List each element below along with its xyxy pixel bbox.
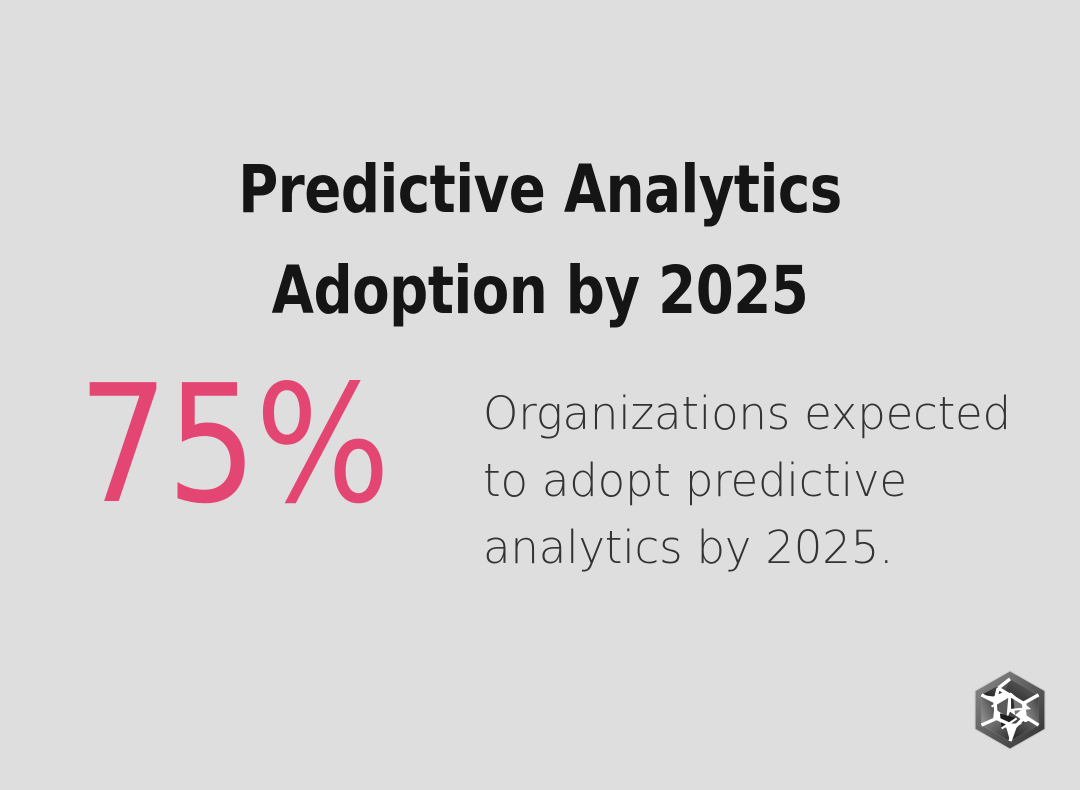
page-title: Predictive Analytics Adoption by 2025 xyxy=(0,140,1080,341)
statistic-block: 75% Organizations expected to adopt pred… xyxy=(0,364,1080,574)
page-title-line-2: Adoption by 2025 xyxy=(271,251,809,329)
statistic-description-line-3: analytics by 2025. xyxy=(483,521,894,574)
statistic-description: Organizations expected to adopt predicti… xyxy=(483,380,1013,581)
statistic-description-line-2: to adopt predictive xyxy=(483,454,907,507)
statistic-value: 75% xyxy=(78,351,390,540)
hexagon-geometric-logo-icon xyxy=(968,668,1052,752)
page-title-line-1: Predictive Analytics xyxy=(238,151,842,229)
statistic-description-line-1: Organizations expected xyxy=(483,387,1011,440)
